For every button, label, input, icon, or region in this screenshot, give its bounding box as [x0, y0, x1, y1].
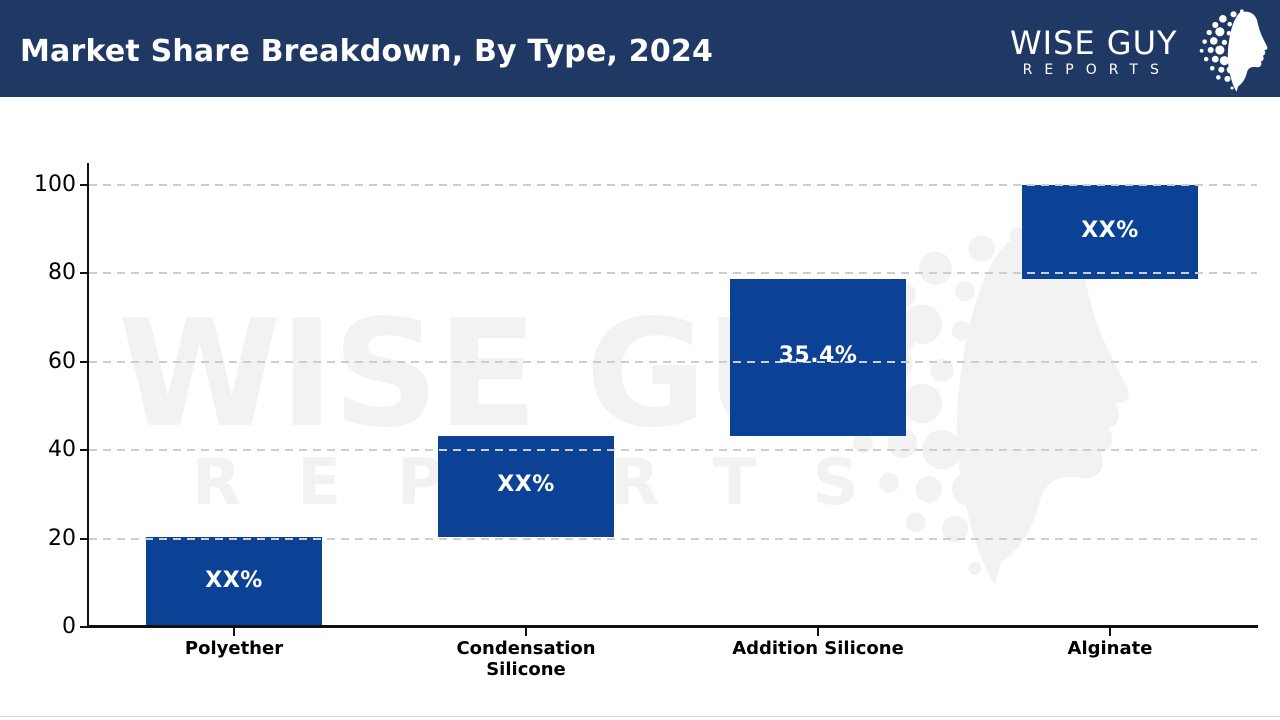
bottom-divider	[0, 716, 1280, 717]
wiseguy-logo: WISE GUY REPORTS	[1010, 6, 1270, 94]
y-tick-20	[80, 537, 88, 540]
bar-value-alginate: XX%	[1081, 218, 1139, 244]
x-tick-label-polyether: Polyether	[184, 638, 284, 659]
y-tick-label-100: 100	[34, 172, 76, 197]
x-tick-label-alginate: Alginate	[1067, 638, 1153, 659]
logo-subtitle: REPORTS	[1022, 62, 1171, 78]
gridline-80	[89, 272, 1257, 275]
header-band: Market Share Breakdown, By Type, 2024 WI…	[0, 0, 1280, 97]
y-tick-60	[80, 360, 88, 363]
x-tick-polyether	[233, 628, 235, 636]
y-tick-80	[80, 272, 88, 275]
bar-addition-silicone	[730, 279, 906, 436]
x-axis-line	[87, 625, 1258, 628]
wiseguy-head-icon	[1199, 9, 1268, 92]
y-tick-40	[80, 449, 88, 452]
y-axis-line	[87, 163, 89, 628]
bar-value-polyether: XX%	[205, 567, 263, 593]
wiseguy-logo-text: WISE GUY REPORTS	[1010, 26, 1178, 78]
bar-value-condensation-silicone: XX%	[497, 472, 555, 498]
bar-alginate	[1022, 185, 1198, 280]
gridline-40	[89, 449, 1257, 452]
y-tick-label-60: 60	[48, 348, 76, 374]
x-tick-label-addition-silicone: Addition Silicone	[732, 638, 904, 659]
y-tick-label-40: 40	[48, 437, 76, 463]
gridline-60	[89, 360, 1257, 363]
x-tick-addition-silicone	[817, 628, 819, 636]
bar-condensation-silicone	[438, 435, 614, 537]
x-tick-label-condensation-silicone: Condensation Silicone	[456, 638, 596, 680]
x-tick-alginate	[1109, 628, 1111, 636]
bar-polyether	[146, 536, 322, 627]
x-tick-condensation-silicone	[525, 628, 527, 636]
y-tick-label-20: 20	[48, 525, 76, 551]
bar-value-addition-silicone: 35.4%	[778, 343, 858, 369]
gridline-20	[89, 537, 1257, 540]
y-tick-label-0: 0	[62, 614, 76, 639]
chart-title: Market Share Breakdown, By Type, 2024	[20, 34, 714, 69]
y-tick-0	[80, 626, 88, 628]
y-tick-100	[80, 184, 88, 186]
gridline-100	[89, 184, 1257, 186]
logo-wordmark: WISE GUY	[1010, 24, 1178, 62]
y-tick-label-80: 80	[48, 260, 76, 286]
